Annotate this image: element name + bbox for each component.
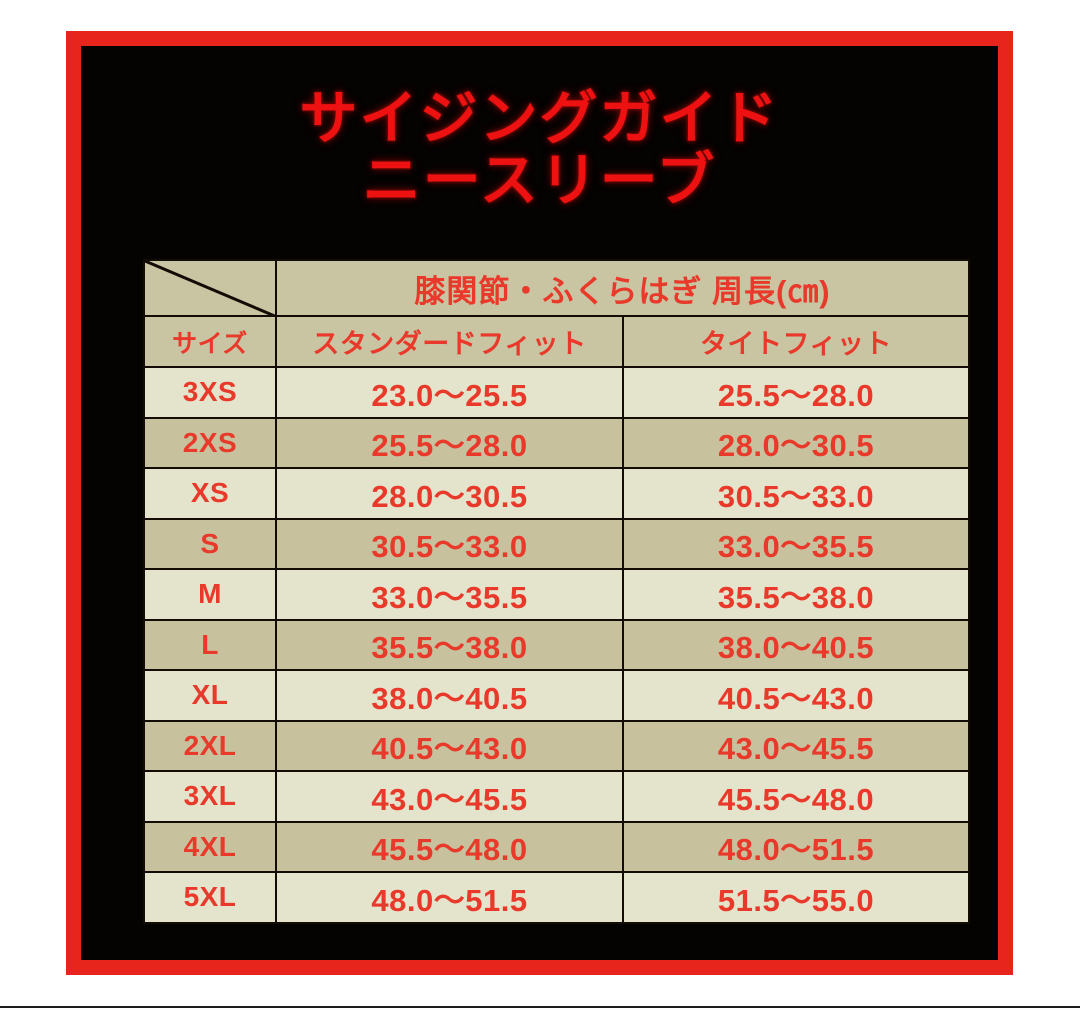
table-header-row-columns: サイズ スタンダードフィット タイトフィット (143, 315, 971, 368)
size-chart-table: 膝関節・ふくらはぎ 周長(㎝) サイズ スタンダードフィット タイトフィット 3… (143, 259, 971, 924)
standard-fit-value: 40.5〜43.0 (275, 719, 624, 772)
table-row: XS 28.0〜30.5 30.5〜33.0 (143, 467, 971, 520)
table-header-row-group: 膝関節・ふくらはぎ 周長(㎝) (143, 259, 971, 317)
size-cell-value: 4XL (143, 820, 277, 873)
title-line-1: サイジングガイド (299, 86, 780, 151)
size-cell-value: L (143, 618, 277, 671)
size-cell-value: 2XL (143, 719, 277, 772)
size-cell-value: XL (143, 669, 277, 722)
title-line-2: ニースリーブ (362, 148, 717, 214)
column-header-tight-fit: タイトフィット (621, 315, 971, 368)
column-header-size: サイズ (143, 315, 277, 368)
tight-fit-value: 33.0〜35.5 (621, 517, 971, 570)
page-title: サイジングガイド ニースリーブ (81, 86, 998, 214)
tight-fit-value: 40.5〜43.0 (621, 669, 971, 722)
table-row: 5XL 48.0〜51.5 51.5〜55.0 (143, 871, 971, 924)
table-body: 3XS 23.0〜25.5 25.5〜28.0 2XS 25.5〜28.0 28.0〜30… (143, 366, 971, 924)
group-header-circumference: 膝関節・ふくらはぎ 周長(㎝) (274, 259, 971, 317)
tight-fit-value: 35.5〜38.0 (621, 568, 971, 621)
table-row: 2XL 40.5〜43.0 43.0〜45.5 (143, 719, 971, 772)
standard-fit-value: 35.5〜38.0 (275, 618, 624, 671)
table-row: 3XL 43.0〜45.5 45.5〜48.0 (143, 770, 971, 823)
tight-fit-value: 38.0〜40.5 (621, 618, 971, 671)
standard-fit-value: 48.0〜51.5 (275, 871, 624, 924)
size-cell-value: XS (143, 467, 277, 520)
standard-fit-value: 25.5〜28.0 (275, 416, 624, 469)
standard-fit-value: 28.0〜30.5 (275, 467, 624, 520)
table-row: 4XL 45.5〜48.0 48.0〜51.5 (143, 820, 971, 873)
size-cell-value: 2XS (143, 416, 277, 469)
table-head: 膝関節・ふくらはぎ 周長(㎝) サイズ スタンダードフィット タイトフィット (143, 259, 971, 368)
table-row: 2XS 25.5〜28.0 28.0〜30.5 (143, 416, 971, 469)
tight-fit-value: 45.5〜48.0 (621, 770, 971, 823)
bottom-divider (0, 1006, 1080, 1008)
size-cell-value: S (143, 517, 277, 570)
standard-fit-value: 43.0〜45.5 (275, 770, 624, 823)
tight-fit-value: 43.0〜45.5 (621, 719, 971, 772)
size-cell-value: M (143, 568, 277, 621)
diagonal-divider-icon (145, 261, 275, 316)
tight-fit-value: 25.5〜28.0 (621, 366, 971, 419)
black-panel: サイジングガイド ニースリーブ 膝関節・ふ (81, 46, 998, 960)
column-header-standard-fit: スタンダードフィット (275, 315, 624, 368)
red-outer-frame: サイジングガイド ニースリーブ 膝関節・ふ (66, 31, 1013, 975)
standard-fit-value: 23.0〜25.5 (275, 366, 624, 419)
tight-fit-value: 30.5〜33.0 (621, 467, 971, 520)
tight-fit-value: 51.5〜55.0 (621, 871, 971, 924)
table-row: S 30.5〜33.0 33.0〜35.5 (143, 517, 971, 570)
standard-fit-value: 45.5〜48.0 (275, 820, 624, 873)
corner-cell (143, 259, 277, 317)
tight-fit-value: 28.0〜30.5 (621, 416, 971, 469)
size-cell-value: 3XS (143, 366, 277, 419)
table-row: L 35.5〜38.0 38.0〜40.5 (143, 618, 971, 671)
size-cell-value: 5XL (143, 871, 277, 924)
size-cell-value: 3XL (143, 770, 277, 823)
table-row: 3XS 23.0〜25.5 25.5〜28.0 (143, 366, 971, 419)
standard-fit-value: 33.0〜35.5 (275, 568, 624, 621)
tight-fit-value: 48.0〜51.5 (621, 820, 971, 873)
table-row: XL 38.0〜40.5 40.5〜43.0 (143, 669, 971, 722)
standard-fit-value: 30.5〜33.0 (275, 517, 624, 570)
table-row: M 33.0〜35.5 35.5〜38.0 (143, 568, 971, 621)
standard-fit-value: 38.0〜40.5 (275, 669, 624, 722)
